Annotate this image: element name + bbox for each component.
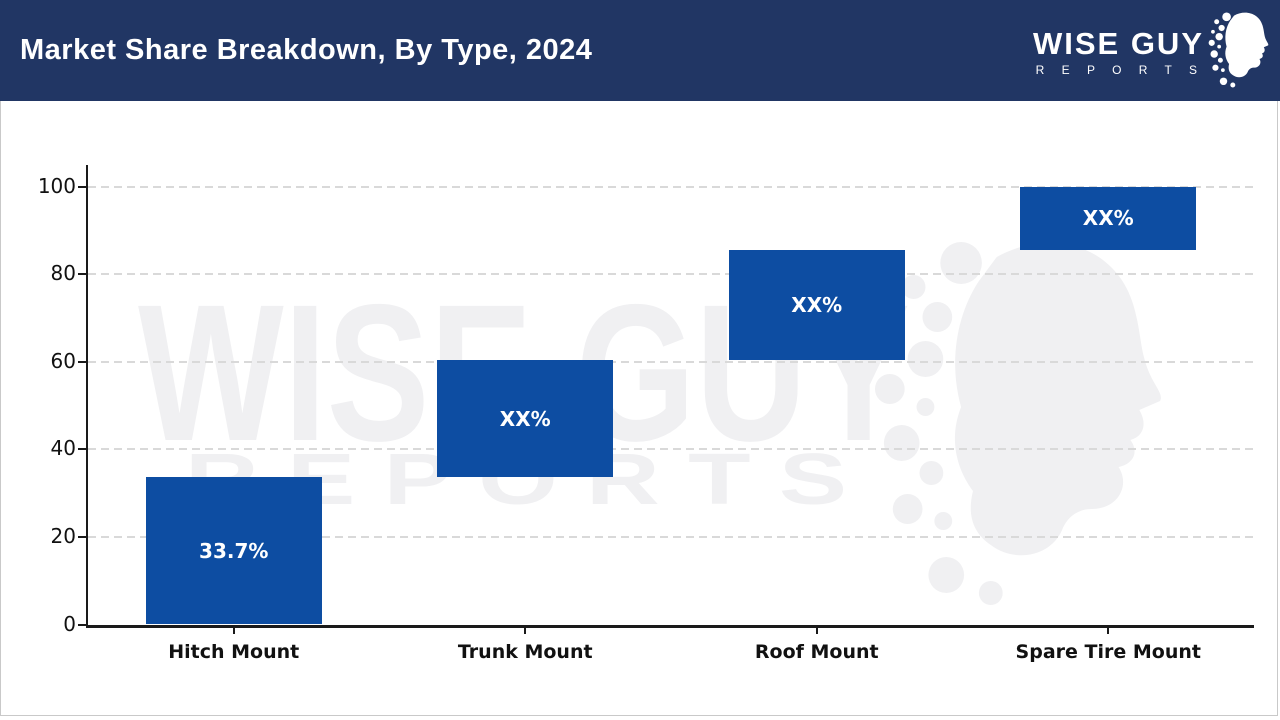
y-tick-label-20: 20 bbox=[50, 523, 76, 548]
gridline-60 bbox=[88, 360, 1254, 363]
x-tick-mark-2 bbox=[524, 627, 527, 634]
category-label: Spare Tire Mount bbox=[1015, 640, 1201, 663]
y-tick-mark-0 bbox=[78, 623, 86, 626]
x-tick-mark-3 bbox=[815, 627, 818, 634]
bar-roof-mount: XX% bbox=[728, 250, 905, 361]
watermark-head-icon bbox=[874, 242, 1161, 605]
bar-hitch-mount: 33.7% bbox=[145, 476, 322, 625]
logo-subtitle: R E P O R T S bbox=[1035, 63, 1204, 78]
x-tick-mark-4 bbox=[1107, 627, 1110, 634]
bar-trunk-mount: XX% bbox=[437, 360, 614, 477]
category-label: Trunk Mount bbox=[457, 640, 593, 663]
chart-area: WISE GUY R E P O R T S 0 20 40 60 80 100 33.7%… bbox=[0, 101, 1280, 720]
category-label: Roof Mount bbox=[754, 640, 879, 663]
y-tick-label-80: 80 bbox=[50, 261, 76, 286]
y-tick-label-0: 0 bbox=[63, 611, 76, 636]
logo-wordmark: WISE GUY bbox=[1032, 25, 1204, 61]
gridline-20 bbox=[88, 535, 1254, 538]
gridline-40 bbox=[88, 448, 1254, 451]
page-title: Market Share Breakdown, By Type, 2024 bbox=[20, 34, 593, 66]
bar-value-label: XX% bbox=[499, 406, 551, 431]
wiseguy-logo: WISE GUY R E P O R T S bbox=[1033, 8, 1270, 96]
bar-spare-tire-mount: XX% bbox=[1020, 186, 1197, 250]
y-tick-mark-60 bbox=[78, 360, 86, 363]
bar-value-label: XX% bbox=[791, 293, 843, 318]
bar-value-label: XX% bbox=[1082, 206, 1134, 231]
y-tick-label-40: 40 bbox=[50, 436, 76, 461]
gridline-100 bbox=[88, 185, 1254, 188]
y-tick-mark-20 bbox=[78, 535, 86, 538]
wiseguy-head-icon bbox=[1208, 8, 1270, 96]
y-tick-label-100: 100 bbox=[37, 173, 76, 198]
gridline-80 bbox=[88, 273, 1254, 276]
y-tick-label-60: 60 bbox=[50, 348, 76, 373]
y-axis-spine bbox=[86, 165, 88, 627]
y-tick-mark-40 bbox=[78, 448, 86, 451]
x-tick-mark-1 bbox=[232, 627, 235, 634]
bar-value-label: 33.7% bbox=[199, 538, 269, 563]
category-label: Hitch Mount bbox=[168, 640, 300, 663]
y-tick-mark-80 bbox=[78, 273, 86, 276]
logo-text: WISE GUY R E P O R T S bbox=[1032, 25, 1204, 78]
y-tick-mark-100 bbox=[78, 185, 86, 188]
x-axis-spine bbox=[86, 624, 1254, 628]
header-bar: Market Share Breakdown, By Type, 2024 WI… bbox=[0, 0, 1280, 101]
